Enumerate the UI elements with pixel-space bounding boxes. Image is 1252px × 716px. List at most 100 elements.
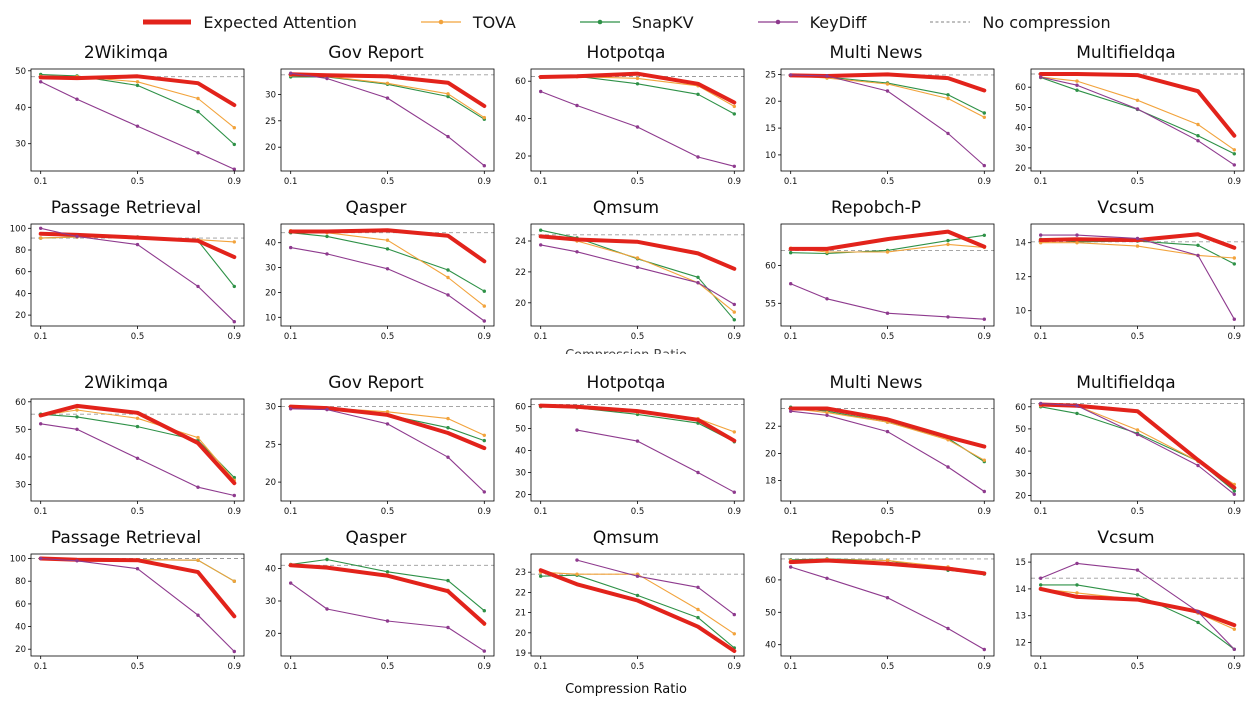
y-tick-label: 13 — [1015, 612, 1026, 622]
x-tick-label: 0.9 — [478, 332, 492, 342]
data-point-keydiff — [325, 607, 329, 611]
data-point-snapkv — [696, 275, 700, 279]
y-tick-label: 60 — [765, 576, 776, 586]
y-tick-label: 30 — [15, 481, 26, 491]
data-point-snapkv — [385, 570, 390, 574]
data-point-snapkv — [482, 289, 486, 293]
series-line-expected-attention — [1038, 402, 1237, 490]
y-tick-label: 40 — [265, 239, 276, 249]
data-point-keydiff — [482, 490, 486, 494]
series-line-expected-attention — [38, 74, 237, 108]
data-point-keydiff — [1039, 75, 1043, 79]
data-point-keydiff — [325, 76, 329, 81]
y-tick-label: 55 — [765, 299, 776, 309]
plot-frame — [1030, 68, 1245, 172]
x-tick-label: 0.9 — [1228, 662, 1242, 672]
subplot-title: Passage Retrieval — [50, 528, 202, 548]
data-point-keydiff — [75, 234, 79, 239]
y-tick-label: 19 — [515, 649, 526, 659]
chart-canvas: 20 30 40 50 60 0.1 0.5 0.9 — [1015, 68, 1245, 187]
series-line-expected-attention — [788, 558, 987, 576]
chart-canvas: 20 40 60 0.1 0.5 0.9 — [515, 68, 745, 187]
data-point-snapkv — [1196, 620, 1200, 625]
data-point-keydiff — [635, 439, 640, 443]
data-point-snapkv — [982, 233, 986, 237]
data-point-snapkv — [135, 83, 140, 88]
data-point-keydiff — [732, 612, 736, 617]
data-point-keydiff — [1075, 561, 1079, 566]
y-tick-label: 60 — [515, 77, 526, 87]
subplot-1-multifieldqa: Multifieldqa 20 30 40 50 60 0.1 0.5 0.9 — [1003, 42, 1249, 193]
series-line-snapkv — [540, 75, 735, 115]
series-line-expected-attention — [38, 403, 237, 486]
data-point-snapkv — [482, 438, 486, 443]
legend-snapkv-marker-icon — [579, 19, 620, 25]
data-point-keydiff — [1135, 568, 1140, 572]
data-point-keydiff — [135, 456, 140, 460]
data-point-keydiff — [289, 581, 293, 585]
subplot-2-multi-news: Multi News 18 20 22 0.1 0.5 0.9 — [753, 372, 999, 523]
y-tick-label: 20 — [515, 490, 526, 500]
x-tick-label: 0.5 — [1131, 507, 1145, 517]
y-tick-label: 20 — [265, 143, 276, 153]
data-point-snapkv — [482, 609, 486, 613]
chart-canvas: 18 20 22 0.1 0.5 0.9 — [765, 398, 995, 517]
subplot-title: 2Wikimqa — [83, 373, 169, 393]
chart-canvas: 12 13 14 15 0.1 0.5 0.9 — [1015, 553, 1245, 672]
y-tick-label: 24 — [515, 237, 526, 247]
series-line-expected-attention — [1038, 72, 1237, 138]
group-spacer — [0, 354, 1252, 372]
data-point-tova — [196, 558, 200, 562]
y-tick-label: 21 — [515, 609, 526, 619]
x-tick-label: 0.9 — [978, 507, 992, 517]
y-tick-label: 60 — [15, 398, 26, 408]
subplot-title: Qmsum — [592, 528, 660, 548]
data-point-snapkv — [539, 228, 543, 232]
series-line-keydiff — [290, 582, 485, 652]
legend-label: SnapKV — [631, 12, 694, 32]
data-point-keydiff — [885, 429, 890, 434]
chart-canvas: 20 30 40 50 60 0.1 0.5 0.9 — [1015, 398, 1245, 517]
series-line-tova — [790, 407, 985, 461]
y-tick-label: 25 — [265, 117, 276, 127]
data-point-keydiff — [1075, 233, 1079, 237]
y-tick-label: 50 — [1015, 425, 1026, 435]
legend-no-compression-marker-icon — [930, 21, 971, 23]
y-tick-label: 60 — [515, 403, 526, 413]
plot-frame — [530, 553, 745, 657]
data-point-tova — [982, 115, 986, 119]
y-tick-label: 40 — [15, 453, 26, 463]
series-line-keydiff — [1040, 76, 1235, 166]
data-point-snapkv — [1039, 583, 1043, 587]
y-tick-label: 50 — [1015, 103, 1026, 113]
legend-keydiff-marker-icon — [757, 19, 798, 25]
series-line-expected-attention — [38, 231, 237, 260]
subplot-title: Gov Report — [328, 43, 424, 63]
data-point-keydiff — [39, 556, 43, 561]
data-point-keydiff — [289, 407, 293, 411]
data-point-keydiff — [539, 89, 543, 94]
data-point-keydiff — [696, 281, 700, 285]
x-tick-label: 0.9 — [728, 177, 742, 187]
data-point-tova — [135, 80, 140, 84]
data-point-keydiff — [946, 315, 950, 319]
data-point-tova — [982, 458, 986, 462]
data-point-keydiff — [75, 97, 79, 101]
data-point-keydiff — [732, 302, 736, 307]
legend-item-expected-attention: Expected Attention — [141, 13, 357, 32]
subplot-title: Repobch-P — [831, 198, 921, 218]
data-point-snapkv — [446, 94, 450, 99]
y-tick-label: 40 — [15, 289, 26, 299]
data-point-keydiff — [196, 151, 200, 155]
data-point-tova — [232, 240, 236, 244]
series-line-expected-attention — [288, 228, 487, 264]
series-line-expected-attention — [38, 556, 237, 619]
legend-item-no-compression: No compression — [928, 13, 1111, 32]
y-tick-label: 60 — [15, 600, 26, 610]
data-point-tova — [696, 607, 700, 612]
data-point-keydiff — [135, 242, 140, 247]
data-point-keydiff — [232, 320, 236, 324]
data-point-snapkv — [732, 112, 736, 116]
x-tick-label: 0.9 — [728, 332, 742, 342]
subplot-2-qasper: Qasper 20 30 40 0.1 0.5 0.9 — [253, 527, 499, 678]
